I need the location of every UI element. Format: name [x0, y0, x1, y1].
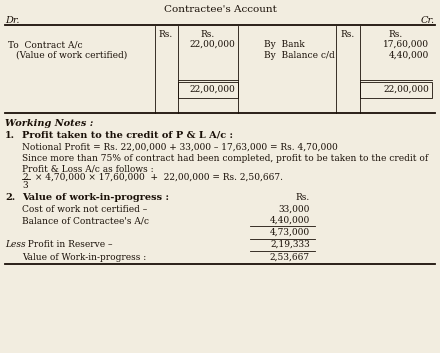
Text: 22,00,000: 22,00,000 — [189, 85, 235, 94]
Bar — [360, 82, 432, 98]
Text: 2: 2 — [22, 173, 28, 182]
Text: By  Bank: By Bank — [264, 40, 305, 49]
Text: Working Notes :: Working Notes : — [5, 119, 93, 128]
Text: Since more than 75% of contract had been completed, profit to be taken to the cr: Since more than 75% of contract had been… — [22, 154, 428, 163]
Text: 3: 3 — [22, 181, 28, 190]
Text: Profit & Loss A/c as follows :: Profit & Loss A/c as follows : — [22, 164, 154, 173]
Text: Notional Profit = Rs. 22,00,000 + 33,000 – 17,63,000 = Rs. 4,70,000: Notional Profit = Rs. 22,00,000 + 33,000… — [22, 143, 338, 152]
Text: 33,000: 33,000 — [279, 205, 310, 214]
Text: 4,40,000: 4,40,000 — [270, 216, 310, 225]
Text: 4,73,000: 4,73,000 — [270, 228, 310, 237]
Text: Rs.: Rs. — [389, 30, 403, 39]
Text: 4,40,000: 4,40,000 — [389, 51, 429, 60]
Text: 2.: 2. — [5, 193, 15, 202]
Text: Rs.: Rs. — [201, 30, 215, 39]
Bar — [178, 82, 238, 98]
Text: To  Contract A/c: To Contract A/c — [8, 40, 83, 49]
Text: Balance of Contractee's A/c: Balance of Contractee's A/c — [22, 216, 149, 225]
Text: Less: Less — [5, 240, 26, 249]
Text: Rs.: Rs. — [341, 30, 355, 39]
Text: 2,53,667: 2,53,667 — [270, 253, 310, 262]
Text: Cr.: Cr. — [421, 16, 435, 25]
Text: 22,00,000: 22,00,000 — [189, 40, 235, 49]
Text: Value of work-in-progress :: Value of work-in-progress : — [22, 193, 169, 202]
Text: × 4,70,000 × 17,60,000  +  22,00,000 = Rs. 2,50,667.: × 4,70,000 × 17,60,000 + 22,00,000 = Rs.… — [32, 173, 283, 182]
Text: Value of Work-in-progress :: Value of Work-in-progress : — [22, 253, 146, 262]
Text: 1.: 1. — [5, 131, 15, 140]
Text: 22,00,000: 22,00,000 — [383, 85, 429, 94]
Text: Rs.: Rs. — [296, 193, 310, 202]
Text: 2,19,333: 2,19,333 — [270, 240, 310, 249]
Text: Dr.: Dr. — [5, 16, 19, 25]
Text: 17,60,000: 17,60,000 — [383, 40, 429, 49]
Text: Profit in Reserve –: Profit in Reserve – — [22, 240, 113, 249]
Text: Rs.: Rs. — [159, 30, 173, 39]
Text: By  Balance c/d: By Balance c/d — [264, 51, 335, 60]
Text: Cost of work not certified –: Cost of work not certified – — [22, 205, 147, 214]
Text: (Value of work certified): (Value of work certified) — [16, 51, 127, 60]
Text: Contractee's Account: Contractee's Account — [164, 5, 276, 14]
Text: Profit taken to the credit of P & L A/c :: Profit taken to the credit of P & L A/c … — [22, 131, 233, 140]
